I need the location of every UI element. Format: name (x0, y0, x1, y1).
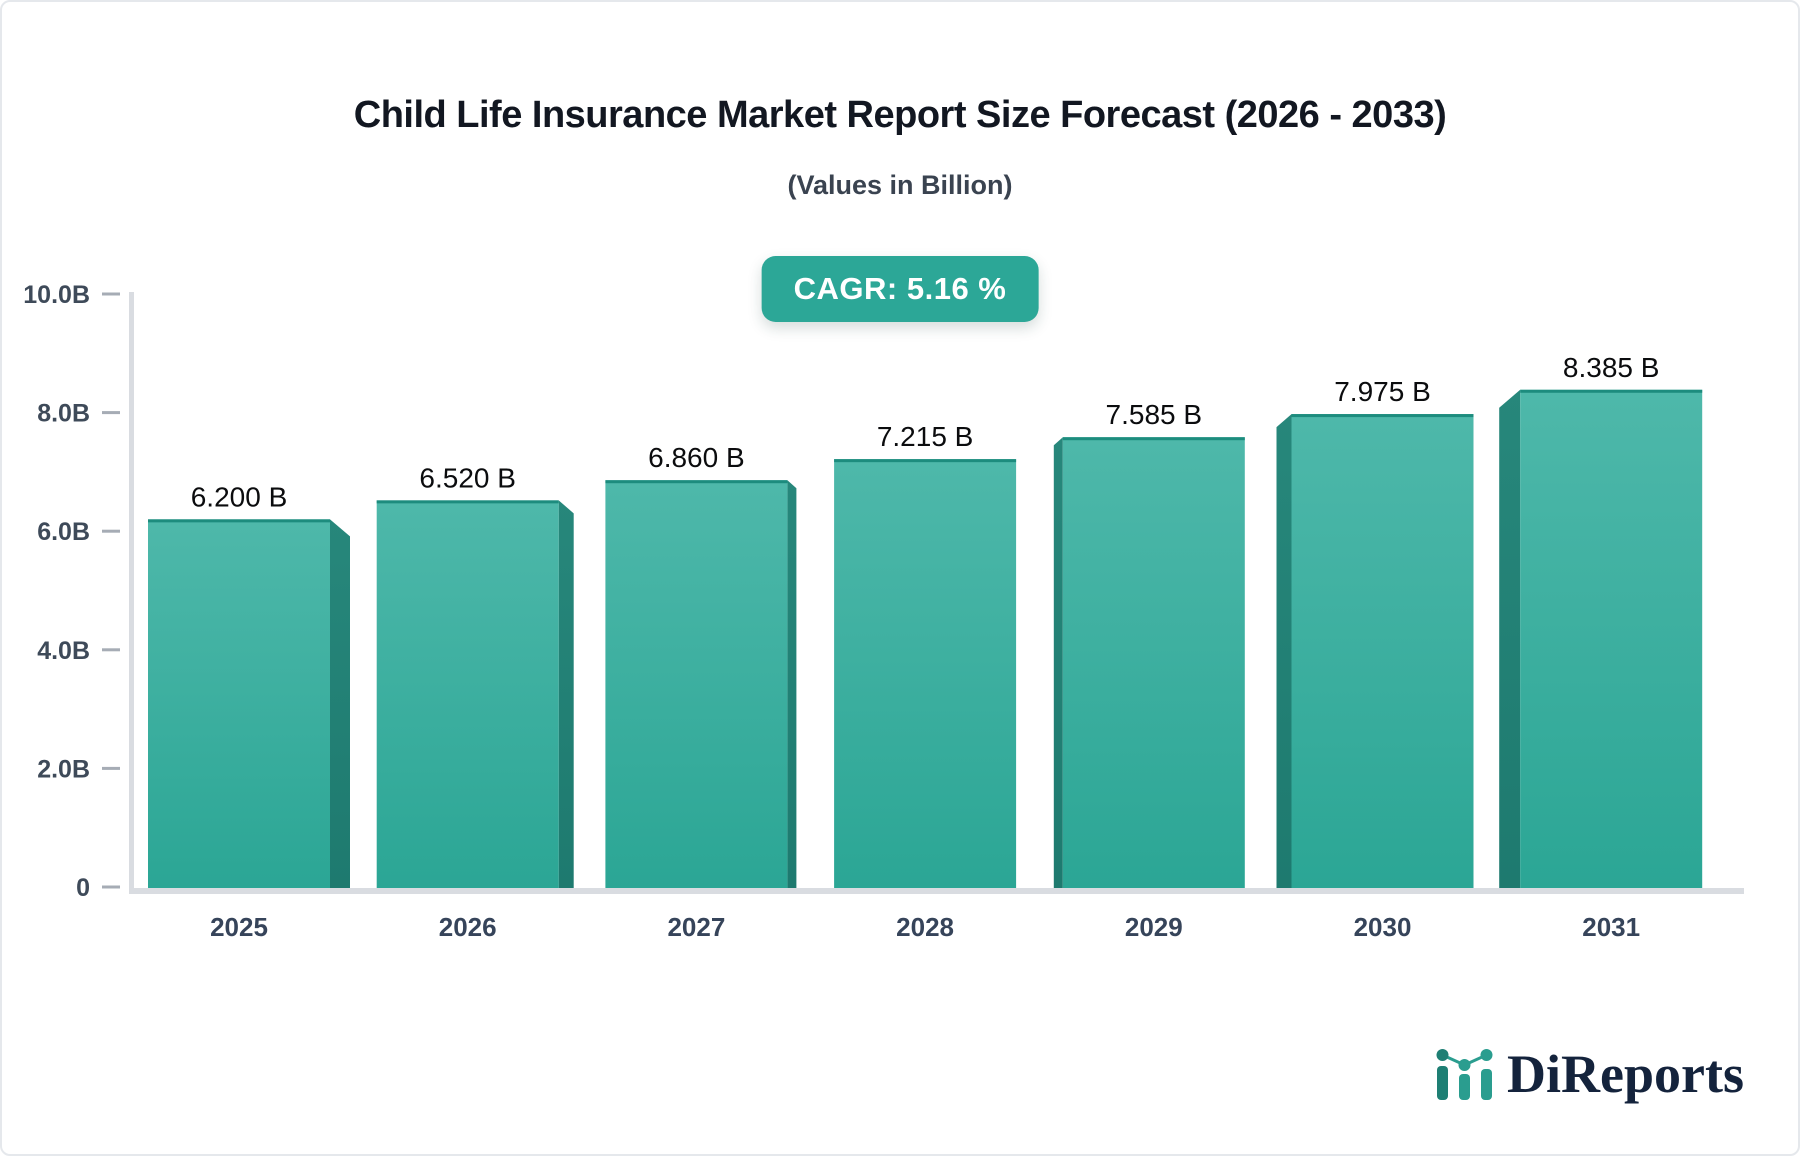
bar-face (1291, 414, 1474, 888)
bar-face (605, 480, 788, 888)
x-axis-label: 2029 (1125, 912, 1183, 942)
x-axis-label: 2030 (1354, 912, 1412, 942)
y-axis-line (129, 292, 134, 894)
mini-bar-line-chart-icon (1436, 1049, 1493, 1100)
y-tick-label: 6.0B (37, 518, 90, 546)
y-tick-label: 0 (76, 874, 90, 902)
bar-value-label: 6.520 B (419, 462, 516, 493)
page-title: Child Life Insurance Market Report Size … (353, 94, 1447, 136)
bar-top-edge (1291, 414, 1474, 418)
bar-face (376, 500, 559, 888)
bar-value-label: 7.215 B (877, 421, 974, 452)
y-tick-label: 2.0B (37, 755, 90, 783)
bar-2026 (376, 500, 574, 888)
bar-value-label: 7.975 B (1334, 376, 1431, 407)
bar-value-label: 6.860 B (648, 442, 745, 473)
x-axis-label: 2027 (667, 912, 725, 942)
bar-value-label: 6.200 B (191, 481, 288, 512)
y-tick (102, 411, 120, 415)
bar-top-edge (1062, 437, 1245, 441)
bar-2027 (605, 480, 797, 888)
y-tick (102, 529, 120, 533)
bar-side (787, 480, 797, 888)
bar-2028 (834, 459, 1017, 888)
bar-face (1520, 389, 1703, 888)
bar-2029 (1053, 437, 1245, 888)
bar-2025 (148, 519, 350, 888)
x-axis-label: 2031 (1582, 912, 1640, 942)
bars-layer (148, 389, 1703, 888)
bar-2031 (1499, 389, 1703, 888)
bar-side (1053, 437, 1063, 888)
x-axis-label: 2028 (896, 912, 954, 942)
bar-face (1062, 437, 1245, 888)
bar-side (558, 500, 574, 888)
bar-2030 (1276, 414, 1474, 888)
labels-layer: 6.200 B 2025 6.520 B 2026 6.860 B 2027 7.215 B… (191, 352, 1660, 942)
brand-logo-text: DiReports (1507, 1044, 1744, 1104)
y-tick (102, 885, 120, 889)
bar-top-edge (1520, 389, 1703, 393)
bar-value-label: 7.585 B (1106, 399, 1203, 430)
cagr-badge: CAGR: 5.16 % (761, 256, 1039, 322)
y-tick (102, 292, 120, 296)
bar-side (1276, 414, 1292, 888)
y-tick-label: 10.0B (23, 281, 90, 309)
y-tick (102, 766, 120, 770)
x-axis-label: 2025 (210, 912, 268, 942)
brand-logo: DiReports (1435, 1046, 1744, 1102)
bar-face (148, 519, 330, 888)
bar-top-edge (148, 519, 330, 523)
chart-subtitle: (Values in Billion) (787, 170, 1013, 200)
bar-top-edge (376, 500, 559, 504)
bar-value-label: 8.385 B (1563, 352, 1660, 383)
y-tick-label: 8.0B (37, 400, 90, 428)
y-tick (102, 648, 120, 652)
y-tick-label: 4.0B (37, 637, 90, 665)
bar-side (330, 519, 350, 888)
x-axis-label: 2026 (439, 912, 497, 942)
bar-face (834, 459, 1017, 888)
bar-top-edge (605, 480, 788, 484)
bar-side (1499, 389, 1521, 888)
axis-layer: 0 2.0B 4.0B 6.0B 8.0B 10.0B (23, 281, 1744, 902)
bar-top-edge (834, 459, 1017, 463)
x-axis-line (129, 888, 1744, 894)
